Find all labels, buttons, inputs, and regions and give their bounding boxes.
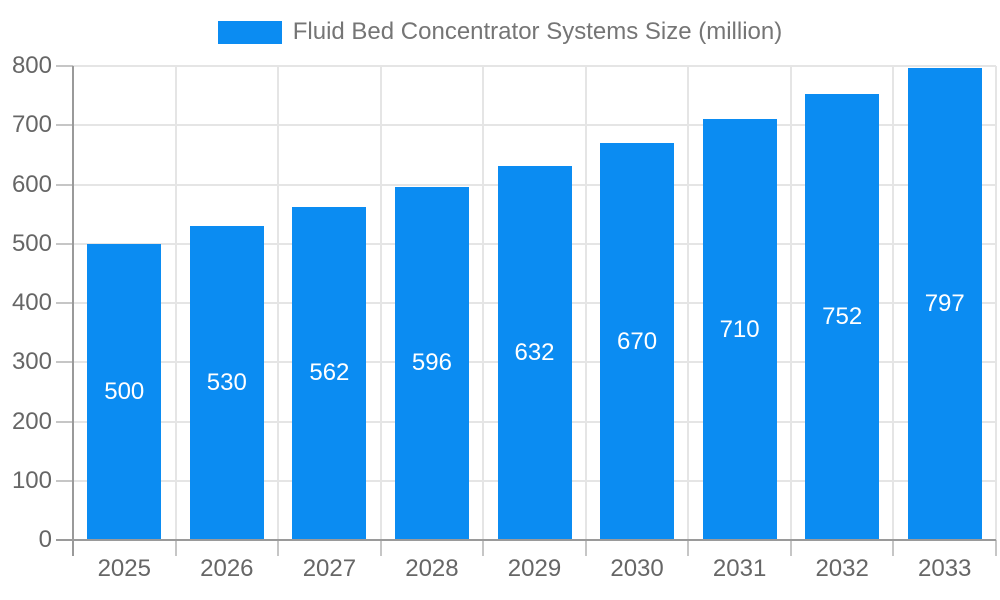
x-tick-label: 2032 [815, 555, 869, 582]
x-gridline [995, 66, 997, 540]
bar-value-label: 596 [411, 349, 452, 377]
x-tick-mark [789, 540, 792, 556]
y-tick-label: 400 [11, 289, 52, 316]
x-tick-mark [995, 540, 997, 556]
y-tick-mark [56, 242, 73, 245]
y-tick-label: 700 [11, 111, 52, 139]
y-tick-label: 100 [11, 466, 52, 494]
y-gridline [73, 65, 996, 67]
legend-label: Fluid Bed Concentrator Systems Size (mil… [292, 18, 783, 45]
y-tick-label: 600 [11, 170, 52, 198]
y-tick-label: 0 [38, 526, 52, 553]
y-tick-mark [56, 479, 73, 482]
x-tick-label: 2029 [507, 555, 562, 582]
bar-value-label: 710 [719, 315, 760, 343]
y-axis-line [72, 66, 74, 556]
x-tick-mark [482, 540, 485, 556]
bar-value-label: 632 [514, 338, 555, 366]
bar[interactable]: 632 [497, 165, 572, 540]
x-tick-mark [379, 540, 382, 556]
bar-value-label: 500 [104, 377, 145, 405]
bar[interactable]: 596 [394, 186, 469, 540]
bar-value-label: 562 [309, 359, 350, 387]
y-tick-mark [56, 65, 73, 67]
bar-value-label: 530 [206, 368, 247, 396]
x-gridline [379, 66, 382, 540]
y-tick-label: 500 [11, 229, 52, 257]
bar-value-label: 670 [617, 327, 658, 355]
x-tick-mark [277, 540, 280, 556]
x-tick-mark [687, 540, 690, 556]
x-tick-label: 2026 [200, 555, 254, 582]
x-gridline [789, 66, 792, 540]
x-tick-label: 2030 [610, 555, 664, 582]
x-gridline [892, 66, 895, 540]
bar-value-label: 752 [822, 303, 863, 331]
x-gridline [584, 66, 587, 540]
legend-swatch-icon [217, 20, 282, 44]
bar[interactable]: 752 [805, 94, 880, 540]
x-gridline [277, 66, 280, 540]
x-tick-label: 2028 [405, 555, 459, 582]
y-tick-label: 300 [11, 348, 52, 376]
y-tick-mark [56, 361, 73, 364]
y-gridline [73, 124, 996, 127]
bar[interactable]: 530 [189, 225, 264, 540]
x-tick-label: 2033 [918, 555, 972, 582]
y-tick-mark [56, 124, 73, 127]
x-tick-mark [174, 540, 177, 556]
bar[interactable]: 710 [702, 119, 777, 540]
y-tick-mark [56, 302, 73, 304]
bar[interactable]: 670 [600, 143, 675, 540]
y-tick-mark [56, 183, 73, 186]
x-gridline [174, 66, 177, 540]
x-tick-label: 2031 [712, 555, 767, 582]
bar[interactable]: 797 [907, 67, 982, 540]
legend-item[interactable]: Fluid Bed Concentrator Systems Size (mil… [0, 19, 1000, 45]
y-tick-label: 800 [11, 52, 52, 79]
x-gridline [687, 66, 690, 540]
x-tick-mark [892, 540, 895, 556]
x-tick-label: 2025 [97, 555, 151, 582]
bar[interactable]: 562 [292, 207, 367, 540]
x-axis-line [56, 539, 996, 541]
bar-value-label: 797 [924, 289, 965, 317]
y-tick-mark [56, 420, 73, 423]
bar[interactable]: 500 [87, 243, 162, 540]
x-gridline [482, 66, 485, 540]
x-tick-mark [584, 540, 587, 556]
y-tick-label: 200 [11, 407, 52, 435]
x-tick-label: 2027 [302, 555, 357, 582]
